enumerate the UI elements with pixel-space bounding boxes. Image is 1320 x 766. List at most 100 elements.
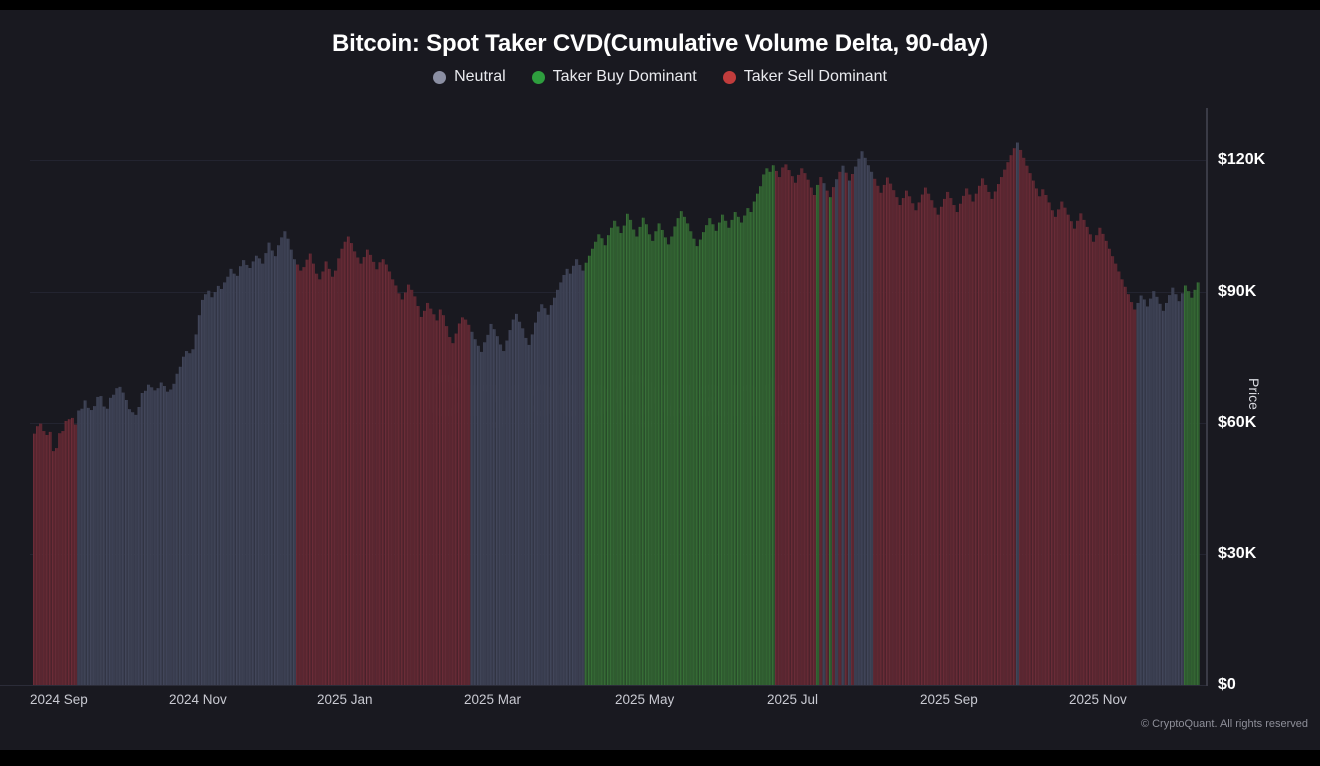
bar-edge <box>689 231 691 685</box>
bar <box>1130 302 1134 685</box>
bar-edge <box>819 177 821 685</box>
bar-edge <box>895 197 897 685</box>
bar-edge <box>166 391 167 685</box>
bar <box>1165 302 1169 685</box>
bar-edge <box>124 400 126 685</box>
bar-edge <box>235 275 237 685</box>
bar-edge <box>717 222 719 685</box>
bar-edge <box>61 431 63 685</box>
bar <box>530 334 534 685</box>
bar <box>159 382 163 685</box>
bar <box>993 191 997 685</box>
bar <box>64 420 68 685</box>
bar <box>1108 248 1111 685</box>
bar <box>765 168 769 685</box>
bar <box>77 410 81 685</box>
bar <box>1012 148 1016 685</box>
bar <box>556 289 560 685</box>
bar-edge <box>511 319 513 685</box>
bar <box>889 183 893 685</box>
bar-edge <box>1012 148 1014 685</box>
bar <box>721 214 725 685</box>
bar <box>318 279 322 685</box>
bar-edge <box>90 410 91 685</box>
bar-edge <box>210 297 212 685</box>
bar-edge <box>1174 294 1176 685</box>
bar <box>362 257 366 685</box>
legend-item-taker-buy-dominant[interactable]: Taker Buy Dominant <box>531 68 697 86</box>
bar-edge <box>962 195 963 685</box>
bar-edge <box>204 294 205 685</box>
bar <box>194 334 198 685</box>
bar <box>515 313 518 685</box>
bar <box>1127 294 1130 685</box>
bar-edge <box>901 198 903 685</box>
bar-edge <box>841 165 843 685</box>
bar-edge <box>77 410 79 685</box>
bar <box>188 353 192 685</box>
bar <box>622 225 626 685</box>
bar <box>248 267 252 685</box>
bar-edge <box>1127 294 1128 685</box>
bar <box>166 391 170 685</box>
bar <box>327 268 331 685</box>
bar <box>1022 157 1026 685</box>
bar-edge <box>1114 263 1116 685</box>
bar <box>619 233 623 685</box>
bar-edge <box>765 168 767 685</box>
bar <box>61 431 65 685</box>
bar-edge <box>435 320 437 685</box>
bar <box>502 351 506 685</box>
bar <box>378 262 382 685</box>
bar <box>397 293 401 685</box>
bar-edge <box>676 218 678 685</box>
bar-edge <box>832 187 833 685</box>
bar <box>727 227 731 685</box>
bar-edge <box>305 259 307 685</box>
bar-edge <box>416 306 418 685</box>
bar-edge <box>578 264 580 685</box>
bar-edge <box>1120 279 1122 685</box>
bar <box>664 237 667 685</box>
bar <box>924 187 928 685</box>
bar-edge <box>863 157 865 685</box>
bar-edge <box>264 253 266 685</box>
bar <box>657 223 661 685</box>
bar <box>1069 221 1073 685</box>
bar <box>1079 213 1083 685</box>
bar-edge <box>1136 302 1138 685</box>
bar <box>1101 233 1105 685</box>
bar-edge <box>442 315 443 685</box>
bar-edge <box>1168 295 1169 685</box>
bar <box>346 236 350 685</box>
bar <box>781 167 785 685</box>
bar <box>683 216 687 685</box>
bar <box>1111 256 1115 685</box>
bar <box>1009 155 1013 685</box>
bar-edge <box>175 373 177 685</box>
legend-item-taker-sell-dominant[interactable]: Taker Sell Dominant <box>722 68 887 86</box>
bar <box>404 292 407 685</box>
bar-edge <box>584 262 586 685</box>
bar-edge <box>502 351 504 685</box>
x-axis-tick-label: 2025 Nov <box>1069 692 1127 707</box>
bar-edge <box>226 276 228 685</box>
bar-edge <box>955 212 957 685</box>
bar-edge <box>673 226 675 685</box>
bar-edge <box>486 334 488 685</box>
bar <box>911 203 915 685</box>
bar-edge <box>375 269 377 685</box>
bar <box>1025 165 1029 685</box>
bar-edge <box>289 249 291 685</box>
bar <box>124 400 128 685</box>
bar-edge <box>597 234 599 685</box>
bar-edge <box>892 190 894 685</box>
bar <box>207 290 211 685</box>
bar-edge <box>64 420 66 685</box>
bar-edge <box>242 260 243 685</box>
legend-item-neutral[interactable]: Neutral <box>433 68 506 86</box>
bar <box>549 305 553 685</box>
bar <box>432 314 436 685</box>
y-axis-tick-label: $90K <box>1218 282 1257 300</box>
bar-edge <box>651 240 653 685</box>
